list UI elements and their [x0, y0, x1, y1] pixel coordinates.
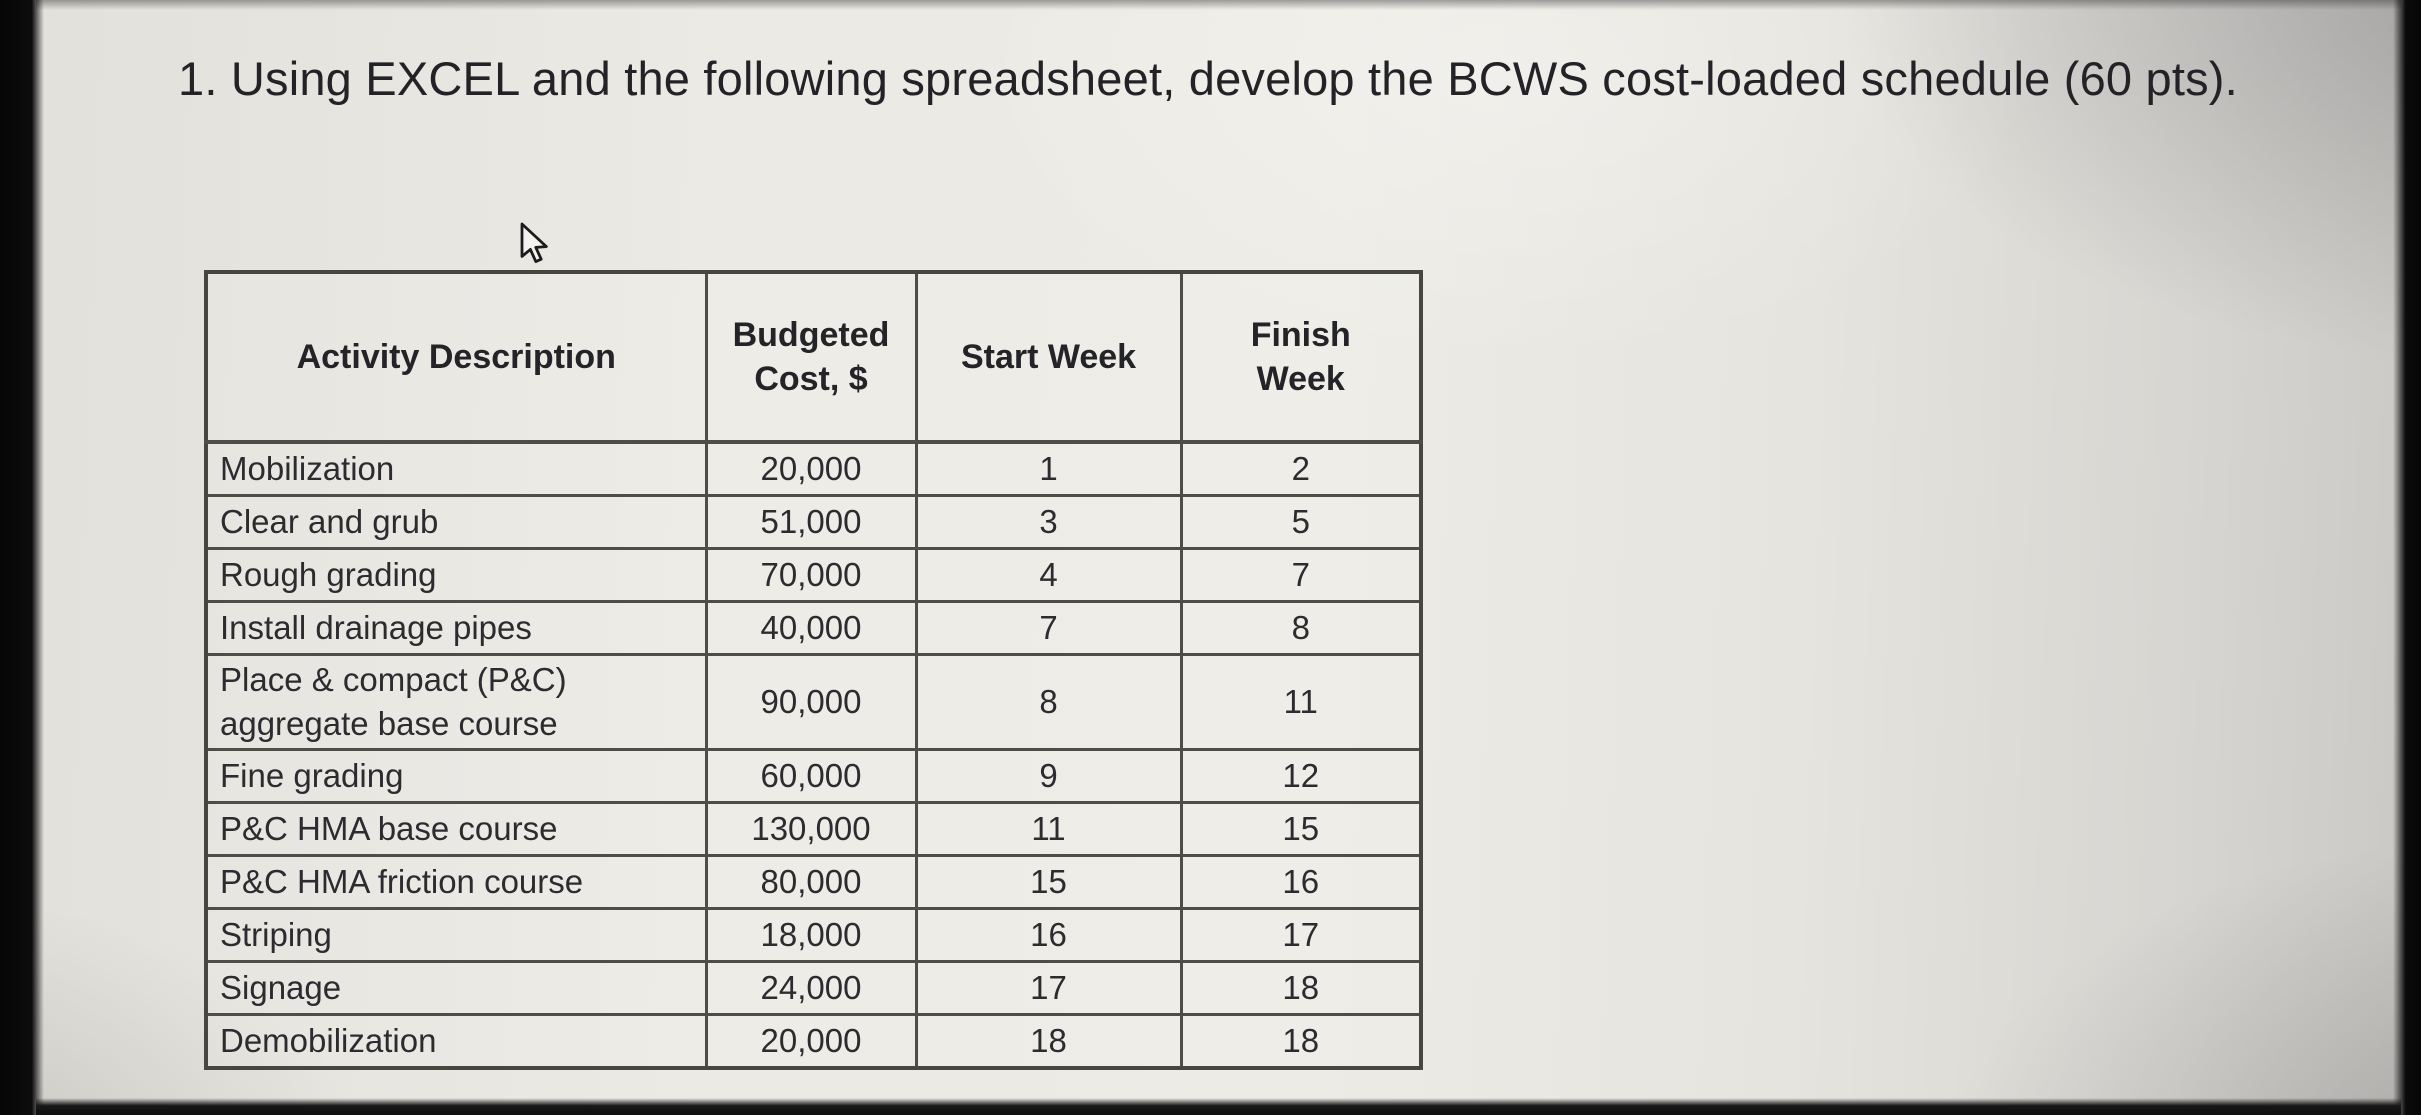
budgeted-cost-cell: 51,000	[704, 494, 918, 550]
start-week-cell: 8	[914, 653, 1183, 751]
activity-cell: Fine grading	[204, 748, 708, 804]
table-row: Fine grading 60,000 9 12	[204, 748, 1423, 804]
activity-cell: Install drainage pipes	[204, 600, 708, 656]
header-row: Activity Description Budgeted Cost, $ St…	[204, 270, 1423, 444]
activity-cell: P&C HMA base course	[204, 801, 708, 857]
budgeted-cost-cell: 70,000	[704, 547, 918, 603]
start-week-cell: 1	[914, 440, 1183, 497]
table-row: Signage 24,000 17 18	[204, 960, 1423, 1016]
finish-week-cell: 18	[1179, 1013, 1423, 1070]
activity-cell: Clear and grub	[204, 494, 708, 550]
photo-bottom-edge	[36, 1098, 2401, 1115]
activity-cell: P&C HMA friction course	[204, 854, 708, 910]
budgeted-cost-cell: 80,000	[704, 854, 918, 910]
start-week-cell: 7	[914, 600, 1183, 656]
budgeted-cost-cell: 24,000	[704, 960, 918, 1016]
table-body: Mobilization 20,000 1 2 Clear and grub 51,000…	[204, 440, 1423, 1070]
activity-cell: Rough grading	[204, 547, 708, 603]
activity-cell: Striping	[204, 907, 708, 963]
finish-week-cell: 18	[1179, 960, 1423, 1016]
table-row: P&C HMA base course 130,000 11 15	[204, 801, 1423, 857]
start-week-cell: 17	[914, 960, 1183, 1016]
finish-week-cell: 11	[1179, 653, 1423, 751]
activity-cell: Demobilization	[204, 1013, 708, 1070]
activity-cell: Mobilization	[204, 440, 708, 497]
start-week-cell: 16	[914, 907, 1183, 963]
start-week-cell: 3	[914, 494, 1183, 550]
table-row: Clear and grub 51,000 3 5	[204, 494, 1423, 550]
table-row: Rough grading 70,000 4 7	[204, 547, 1423, 603]
budgeted-cost-cell: 40,000	[704, 600, 918, 656]
finish-week-cell: 12	[1179, 748, 1423, 804]
table-row: Place & compact (P&C) aggregate base cou…	[204, 653, 1423, 751]
budgeted-cost-cell: 18,000	[704, 907, 918, 963]
finish-week-cell: 16	[1179, 854, 1423, 910]
start-week-cell: 11	[914, 801, 1183, 857]
column-header-activity: Activity Description	[204, 270, 708, 444]
table-header: Activity Description Budgeted Cost, $ St…	[204, 270, 1423, 444]
table-row: Striping 18,000 16 17	[204, 907, 1423, 963]
budgeted-cost-cell: 20,000	[704, 1013, 918, 1070]
finish-week-cell: 8	[1179, 600, 1423, 656]
budgeted-cost-cell: 90,000	[704, 653, 918, 751]
finish-week-cell: 2	[1179, 440, 1423, 497]
finish-week-cell: 7	[1179, 547, 1423, 603]
finish-week-cell: 5	[1179, 494, 1423, 550]
schedule-table: Activity Description Budgeted Cost, $ St…	[204, 270, 1423, 1070]
budgeted-cost-cell: 60,000	[704, 748, 918, 804]
photo-right-edge	[2393, 0, 2421, 1115]
table-row: Mobilization 20,000 1 2	[204, 440, 1423, 497]
activity-cell: Place & compact (P&C) aggregate base cou…	[204, 653, 708, 751]
finish-week-cell: 15	[1179, 801, 1423, 857]
budgeted-cost-cell: 20,000	[704, 440, 918, 497]
column-header-finish-week: Finish Week	[1179, 270, 1423, 444]
start-week-cell: 15	[914, 854, 1183, 910]
start-week-cell: 9	[914, 748, 1183, 804]
table-row: Install drainage pipes 40,000 7 8	[204, 600, 1423, 656]
table-row: P&C HMA friction course 80,000 15 16	[204, 854, 1423, 910]
cursor-icon	[520, 222, 548, 263]
photo-left-edge	[0, 0, 44, 1115]
question-text: 1. Using EXCEL and the following spreads…	[178, 52, 2238, 105]
finish-week-cell: 17	[1179, 907, 1423, 963]
photo-top-edge	[36, 0, 2401, 10]
start-week-cell: 4	[914, 547, 1183, 603]
column-header-budgeted-cost: Budgeted Cost, $	[704, 270, 918, 444]
table-row: Demobilization 20,000 18 18	[204, 1013, 1423, 1070]
budgeted-cost-cell: 130,000	[704, 801, 918, 857]
activity-cell: Signage	[204, 960, 708, 1016]
start-week-cell: 18	[914, 1013, 1183, 1070]
column-header-start-week: Start Week	[914, 270, 1183, 444]
